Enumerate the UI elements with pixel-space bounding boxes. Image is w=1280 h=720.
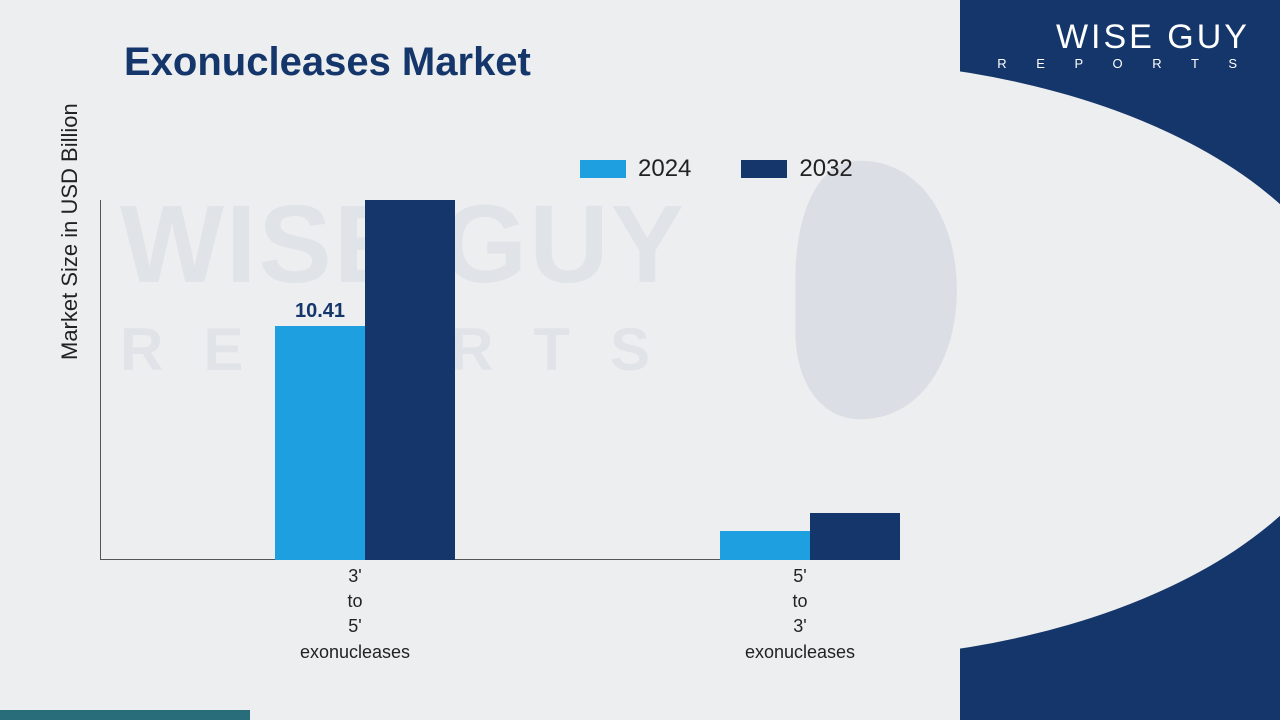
page-title: Exonucleases Market <box>124 40 531 85</box>
bar <box>810 513 900 560</box>
y-axis-label: Market Size in USD Billion <box>57 103 83 360</box>
bar-value-label: 10.41 <box>275 300 365 323</box>
legend: 2024 2032 <box>580 155 853 183</box>
bar-group: 10.413'to5'exonucleases <box>275 200 455 560</box>
x-category-label: 5'to3'exonucleases <box>690 564 910 665</box>
legend-swatch-2032 <box>741 160 787 178</box>
logo-sub: R E P O R T S <box>997 56 1250 71</box>
logo-main: WISE GUY <box>997 20 1250 54</box>
y-axis-line <box>100 200 101 560</box>
bar-group: 5'to3'exonucleases <box>720 513 900 560</box>
legend-item-2032: 2032 <box>741 155 852 183</box>
bar <box>720 531 810 560</box>
legend-label-2024: 2024 <box>638 155 691 183</box>
plot-area: 10.413'to5'exonucleases 5'to3'exonuclease… <box>100 200 900 560</box>
legend-item-2024: 2024 <box>580 155 691 183</box>
bar <box>365 200 455 560</box>
bar: 10.41 <box>275 326 365 560</box>
chart-canvas: WISE GUY REPORTS Exonucleases Market WIS… <box>0 0 1280 720</box>
legend-swatch-2024 <box>580 160 626 178</box>
legend-label-2032: 2032 <box>799 155 852 183</box>
footer-accent-bar <box>0 710 250 720</box>
logo: WISE GUY R E P O R T S <box>997 20 1250 71</box>
x-category-label: 3'to5'exonucleases <box>245 564 465 665</box>
